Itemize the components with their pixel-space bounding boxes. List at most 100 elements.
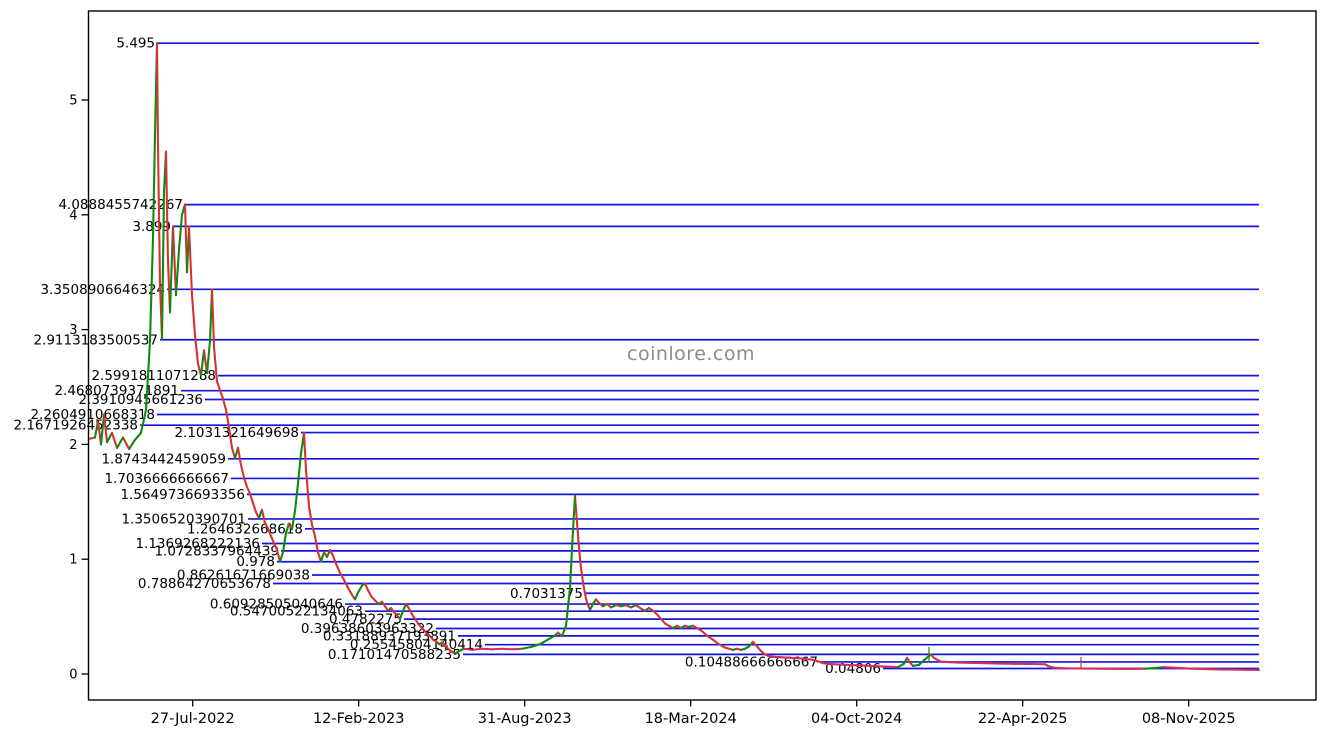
price-segment	[105, 431, 114, 444]
price-segment	[470, 647, 484, 651]
price-segment	[319, 551, 326, 563]
price-segment	[251, 501, 258, 514]
price-segment	[331, 554, 338, 565]
price-segment	[156, 144, 162, 285]
y-tick-label: 5	[69, 94, 77, 109]
price-segment	[407, 607, 414, 616]
support-resistance-lines	[140, 42, 1259, 670]
level-label: 1.5649736693356	[120, 487, 245, 503]
price-segment	[398, 609, 405, 620]
axes: 0 1 2 3 4 5 27-Jul-2022 12-Feb-2023 31-Aug-2023 1…	[69, 10, 1317, 727]
price-segment	[281, 531, 288, 554]
level-label: 0.10488666666667	[685, 654, 818, 670]
price-segment	[290, 509, 297, 531]
level-label: 3.899	[132, 219, 171, 235]
price-segment	[334, 562, 342, 575]
price-segment	[932, 656, 942, 663]
level-label: 0.17101470588235	[328, 647, 461, 663]
price-segment	[245, 485, 252, 495]
price-segment	[366, 589, 373, 597]
price-segment	[917, 659, 926, 666]
price-segment	[266, 527, 273, 538]
price-segment	[480, 647, 494, 651]
price-segment	[278, 551, 285, 563]
level-label: 1.8743442459059	[101, 451, 226, 467]
price-segment	[304, 468, 311, 508]
price-segment	[215, 380, 222, 392]
level-label: 1.1369268222136	[135, 536, 260, 552]
price-segment	[520, 645, 533, 650]
price-segment	[302, 431, 308, 471]
y-tick-label: 4	[69, 208, 77, 223]
price-segment	[363, 582, 370, 592]
level-label: 1.264632668618	[187, 521, 303, 537]
price-segment	[529, 643, 542, 649]
price-segment	[190, 294, 197, 337]
price-segment	[284, 522, 291, 534]
level-label: 0.60928505040646	[210, 597, 343, 613]
level-label: 0.86261671669038	[177, 567, 310, 583]
price-segment	[193, 334, 200, 366]
price-segment	[296, 452, 303, 485]
price-segment	[174, 248, 181, 297]
price-segment	[353, 591, 360, 601]
x-tick-label: 18-Mar-2024	[645, 711, 737, 727]
price-segment	[356, 584, 364, 594]
price-segment	[151, 133, 157, 239]
x-tick-label: 22-Apr-2025	[978, 711, 1068, 727]
price-segment	[115, 436, 125, 449]
price-segment	[133, 431, 143, 441]
price-segment	[538, 638, 550, 646]
price-segment	[110, 431, 119, 449]
price-segment	[293, 482, 300, 513]
price-segment	[218, 389, 225, 400]
price-segment	[1153, 666, 1165, 670]
price-segment	[227, 426, 234, 449]
price-segment	[1143, 666, 1157, 670]
x-tick-label: 04-Oct-2024	[811, 711, 902, 727]
level-label: 2.9113183500537	[33, 332, 158, 348]
level-label: 4.0888455742267	[58, 197, 183, 213]
price-segment	[490, 647, 504, 651]
level-label: 0.78864270653678	[138, 576, 271, 592]
price-segment	[944, 660, 960, 664]
price-segment	[144, 340, 152, 412]
level-label: 2.1031321649698	[174, 425, 299, 441]
y-tick-label: 0	[69, 668, 77, 683]
price-segment	[862, 664, 878, 668]
level-label: 1.7036666666667	[104, 471, 229, 487]
price-segment	[164, 150, 170, 262]
y-tick-label: 1	[69, 553, 77, 568]
price-segment	[581, 581, 587, 595]
level-label: 0.33188937193891	[323, 628, 456, 644]
price-segment	[510, 647, 524, 651]
level-label: 0.7031375	[510, 586, 583, 602]
price-segment	[564, 586, 572, 627]
price-segment	[187, 225, 194, 297]
price-segment	[346, 586, 354, 596]
price-segment	[127, 438, 137, 451]
price-segment	[224, 408, 231, 429]
price-segment	[780, 656, 794, 659]
x-tick-label: 31-Aug-2023	[478, 711, 572, 727]
level-label: 2.3910945661236	[78, 392, 203, 408]
price-segment	[342, 578, 350, 589]
price-segment	[896, 662, 906, 669]
price-segment	[826, 662, 842, 666]
price-segment	[790, 656, 804, 660]
price-segment	[310, 523, 317, 538]
watermark: coinlore.com	[627, 343, 755, 365]
price-segment	[177, 213, 184, 251]
price-segment	[546, 635, 556, 641]
price-segment	[307, 505, 314, 526]
x-tick-label: 27-Jul-2022	[151, 711, 235, 727]
plot-border	[87, 10, 1317, 701]
price-segment	[338, 571, 346, 581]
price-segment	[121, 436, 131, 451]
price-segment	[328, 548, 335, 557]
price-segment	[1180, 667, 1194, 670]
level-label: 0.978	[236, 554, 275, 570]
level-label: 0.54700522134063	[230, 604, 363, 620]
